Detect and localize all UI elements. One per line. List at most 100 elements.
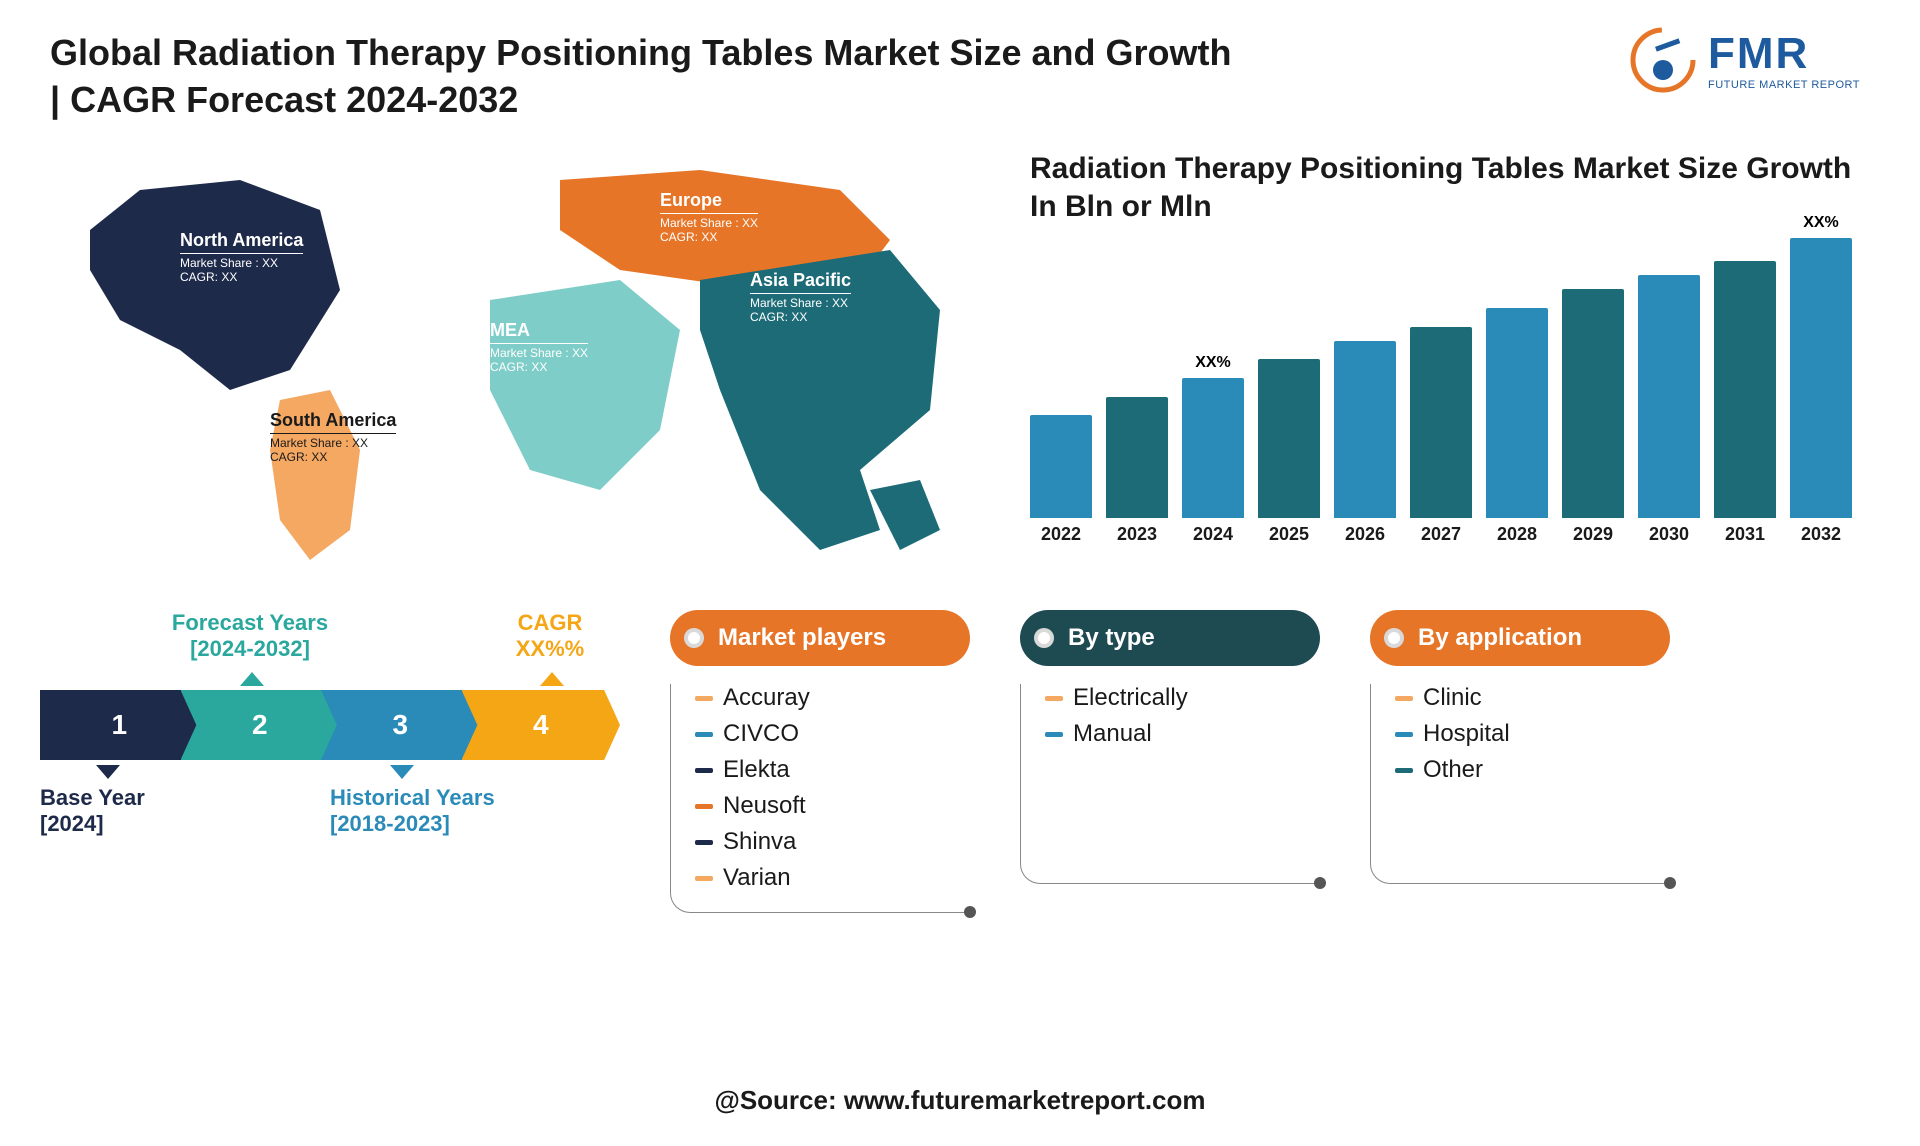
bar-2029: 2029 (1562, 289, 1624, 545)
list-item: Electrically (1045, 684, 1320, 712)
item-label: Accuray (723, 684, 810, 712)
bar-rect (1410, 327, 1472, 518)
logo-text-fmr: FMR (1708, 29, 1860, 79)
timeline-cell-1: 1 (40, 690, 199, 760)
logo-icon (1628, 25, 1698, 95)
bar-2025: 2025 (1258, 359, 1320, 545)
pill-dot-icon (684, 628, 704, 648)
item-label: Neusoft (723, 792, 806, 820)
bar-rect (1030, 415, 1092, 518)
pill-header: Market players (670, 610, 970, 666)
forecast-label: Forecast Years [2024-2032] (160, 610, 340, 662)
pill-dot-icon (1384, 628, 1404, 648)
chart-bars: 2022 2023 XX%2024 2025 2026 2027 2028 2029 2030 2… (1030, 245, 1860, 545)
bar-year-label: 2027 (1421, 524, 1461, 545)
region-label-europe: EuropeMarket Share : XXCAGR: XX (660, 190, 758, 244)
info-list: Electrically Manual (1020, 684, 1320, 884)
fmr-logo: FMR FUTURE MARKET REPORT (1628, 25, 1860, 95)
list-item: Clinic (1395, 684, 1670, 712)
bar-2022: 2022 (1030, 415, 1092, 545)
dash-icon (1395, 696, 1413, 701)
bar-year-label: 2023 (1117, 524, 1157, 545)
bar-rect (1106, 397, 1168, 518)
item-label: CIVCO (723, 720, 799, 748)
chart-title: Radiation Therapy Positioning Tables Mar… (1030, 150, 1860, 225)
bar-2027: 2027 (1410, 327, 1472, 545)
dash-icon (695, 696, 713, 701)
timeline: Forecast Years [2024-2032] CAGR XX%% 123… (40, 620, 620, 760)
timeline-row: 1234 (40, 690, 620, 760)
region-label-north-america: North AmericaMarket Share : XXCAGR: XX (180, 230, 303, 284)
arrow-down-icon (96, 765, 120, 779)
bar-rect (1486, 308, 1548, 518)
arrow-up-icon (540, 672, 564, 686)
list-item: Hospital (1395, 720, 1670, 748)
dash-icon (695, 732, 713, 737)
item-label: Manual (1073, 720, 1152, 748)
base-text: Base Year (40, 785, 240, 811)
hist-range: [2018-2023] (330, 811, 530, 837)
logo-text-sub: FUTURE MARKET REPORT (1708, 79, 1860, 91)
bar-pct-label: XX% (1195, 354, 1231, 372)
bar-rect (1790, 238, 1852, 518)
bar-2024: XX%2024 (1182, 378, 1244, 545)
pill-title: Market players (718, 624, 886, 652)
item-label: Hospital (1423, 720, 1510, 748)
region-label-south-america: South AmericaMarket Share : XXCAGR: XX (270, 410, 396, 464)
timeline-cell-3: 3 (321, 690, 480, 760)
list-item: Elekta (695, 756, 970, 784)
list-item: CIVCO (695, 720, 970, 748)
arrow-up-icon (240, 672, 264, 686)
hist-text: Historical Years (330, 785, 530, 811)
bar-rect (1334, 341, 1396, 518)
base-range: [2024] (40, 811, 240, 837)
pill-title: By application (1418, 624, 1582, 652)
region-label-mea: MEAMarket Share : XXCAGR: XX (490, 320, 588, 374)
historical-label: Historical Years [2018-2023] (330, 785, 530, 837)
dash-icon (1395, 768, 1413, 773)
forecast-range: [2024-2032] (160, 636, 340, 662)
dash-icon (1395, 732, 1413, 737)
bar-rect (1714, 261, 1776, 518)
timeline-cell-2: 2 (181, 690, 340, 760)
info-col-by-type: By typeElectricallyManual (1020, 610, 1320, 884)
bar-2023: 2023 (1106, 397, 1168, 545)
bar-year-label: 2029 (1573, 524, 1613, 545)
pill-dot-icon (1034, 628, 1054, 648)
info-col-market-players: Market players Accuray CIVCO Elekta Neusoft S… (670, 610, 970, 913)
list-item: Other (1395, 756, 1670, 784)
bar-chart: Radiation Therapy Positioning Tables Mar… (1030, 150, 1860, 545)
dash-icon (695, 840, 713, 845)
bar-year-label: 2026 (1345, 524, 1385, 545)
dash-icon (695, 768, 713, 773)
bar-year-label: 2030 (1649, 524, 1689, 545)
cagr-label: CAGR XX%% (460, 610, 640, 662)
timeline-cell-4: 4 (462, 690, 621, 760)
bar-2032: XX%2032 (1790, 238, 1852, 545)
bar-year-label: 2031 (1725, 524, 1765, 545)
dash-icon (1045, 696, 1063, 701)
bar-year-label: 2022 (1041, 524, 1081, 545)
region-label-asia-pacific: Asia PacificMarket Share : XXCAGR: XX (750, 270, 851, 324)
list-item: Neusoft (695, 792, 970, 820)
base-year-label: Base Year [2024] (40, 785, 240, 837)
bar-year-label: 2032 (1801, 524, 1841, 545)
info-list: Accuray CIVCO Elekta Neusoft Shinva Varian (670, 684, 970, 913)
bar-year-label: 2028 (1497, 524, 1537, 545)
bar-year-label: 2025 (1269, 524, 1309, 545)
forecast-text: Forecast Years (160, 610, 340, 636)
list-item: Varian (695, 864, 970, 892)
dash-icon (695, 804, 713, 809)
item-label: Shinva (723, 828, 796, 856)
source-text: @Source: www.futuremarketreport.com (714, 1085, 1205, 1116)
list-item: Manual (1045, 720, 1320, 748)
item-label: Varian (723, 864, 791, 892)
world-map: North AmericaMarket Share : XXCAGR: XX So… (60, 150, 960, 570)
bar-2026: 2026 (1334, 341, 1396, 545)
bar-2028: 2028 (1486, 308, 1548, 545)
bar-rect (1258, 359, 1320, 518)
cagr-text: CAGR (460, 610, 640, 636)
cagr-value: XX%% (460, 636, 640, 662)
item-label: Clinic (1423, 684, 1482, 712)
item-label: Elekta (723, 756, 790, 784)
